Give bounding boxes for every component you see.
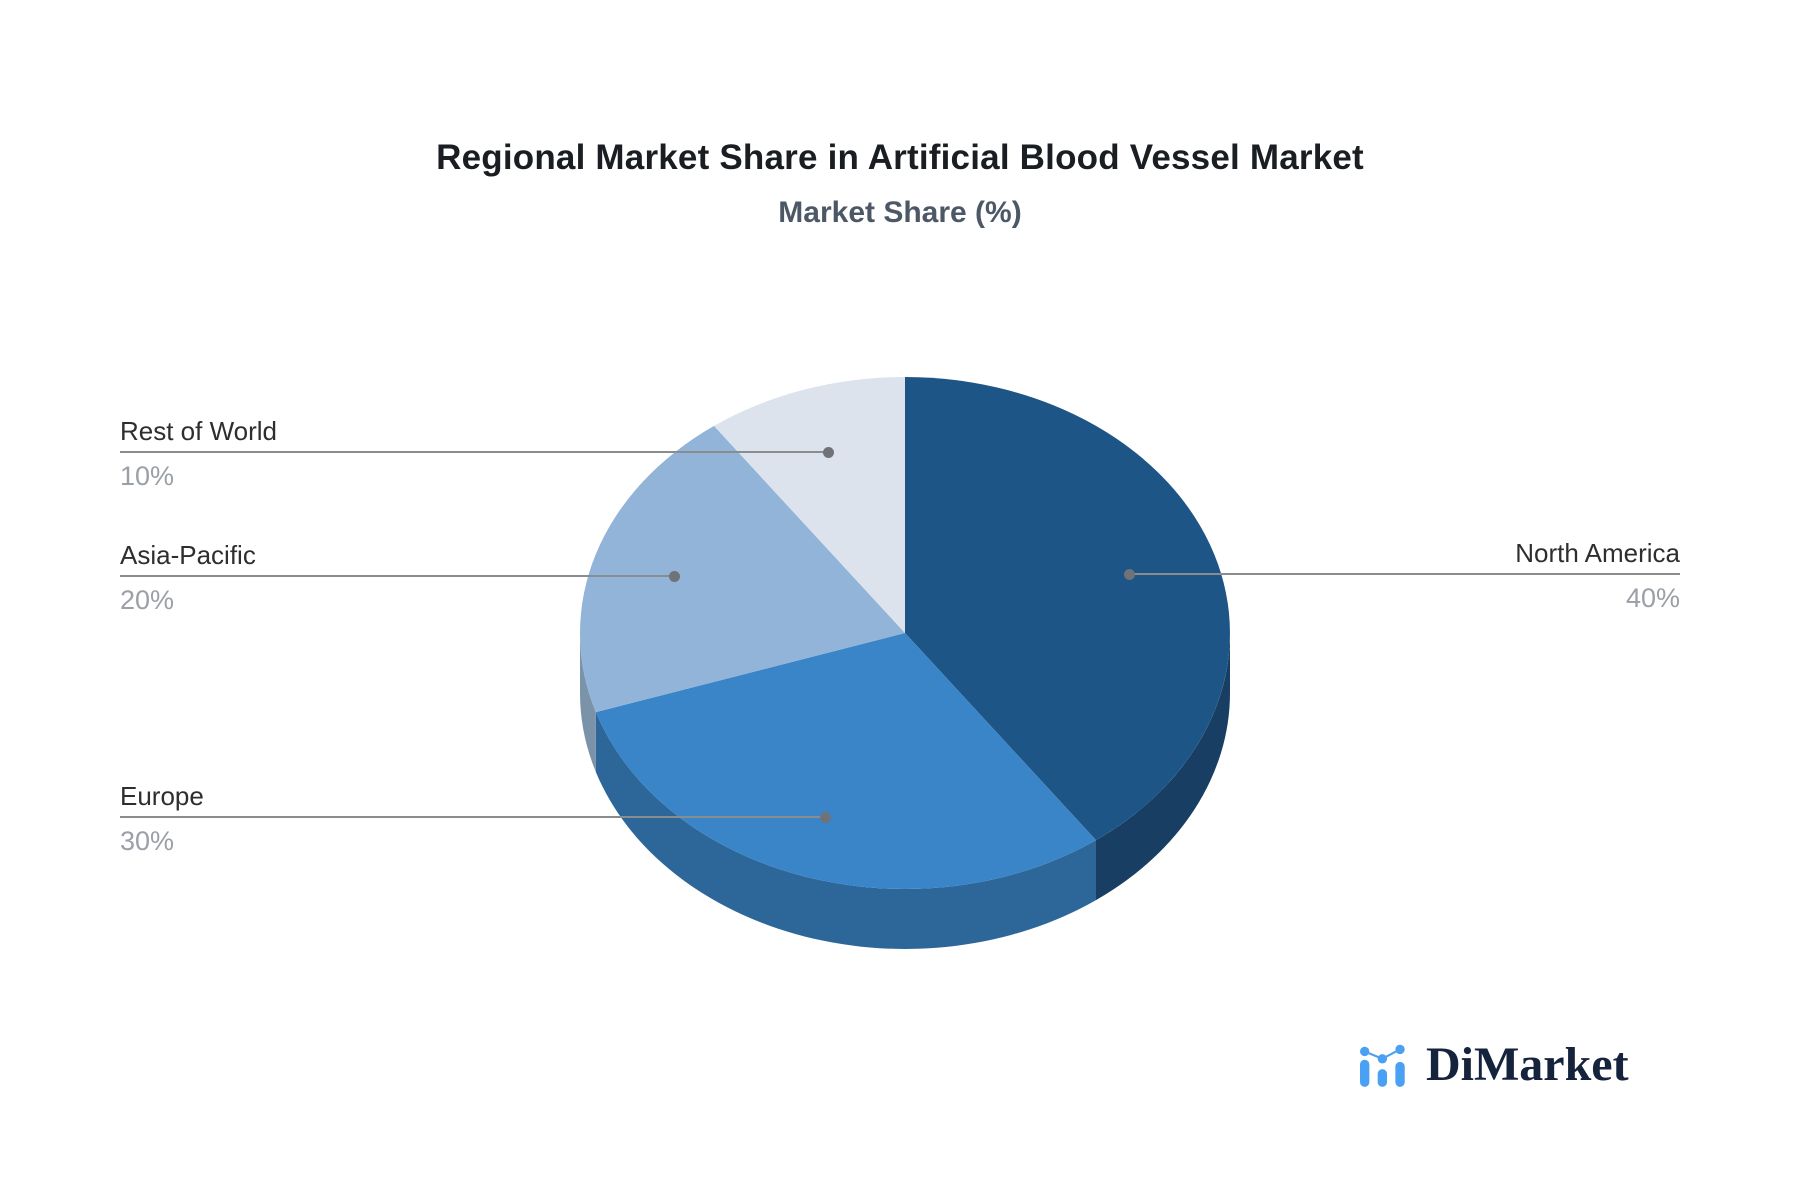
dimarket-logo-text: DiMarket xyxy=(1426,1038,1629,1091)
callout-label-rest-of-world: Rest of World xyxy=(120,416,278,446)
callout-line-asia-pacific xyxy=(120,575,674,577)
callout-value-rest-of-world: 10% xyxy=(120,461,175,491)
pie-slice-side-north-america xyxy=(1096,633,1230,901)
dimarket-logo: DiMarket xyxy=(1360,1038,1629,1092)
callout-label-north-america: North America xyxy=(1515,538,1680,568)
callout-dot-europe xyxy=(820,812,831,823)
callout-value-asia-pacific: 20% xyxy=(120,585,175,615)
callout-value-north-america: 40% xyxy=(1625,583,1680,613)
chart-title: Regional Market Share in Artificial Bloo… xyxy=(436,138,1364,177)
bar-line-chart-icon xyxy=(1360,1044,1405,1087)
pie-slice-side-asia-pacific xyxy=(580,633,596,773)
callout-label-europe: Europe xyxy=(120,781,204,811)
callout-line-rest-of-world xyxy=(120,451,828,453)
callout-label-asia-pacific: Asia-Pacific xyxy=(120,540,256,570)
callout-value-europe: 30% xyxy=(120,826,175,856)
pie-slice-europe[interactable] xyxy=(595,633,1096,889)
pie-slice-north-america[interactable] xyxy=(905,377,1230,841)
callout-dot-north-america xyxy=(1124,569,1135,580)
callout-line-north-america xyxy=(1129,573,1680,575)
callout-dot-asia-pacific xyxy=(669,571,680,582)
chart-subtitle: Market Share (%) xyxy=(778,196,1022,229)
pie-slice-side-europe xyxy=(595,712,1096,949)
callout-dot-rest-of-world xyxy=(823,447,834,458)
pie-slice-asia-pacific[interactable] xyxy=(580,425,905,713)
pie-slice-rest-of-world[interactable] xyxy=(714,377,905,633)
callout-line-europe xyxy=(120,816,825,818)
